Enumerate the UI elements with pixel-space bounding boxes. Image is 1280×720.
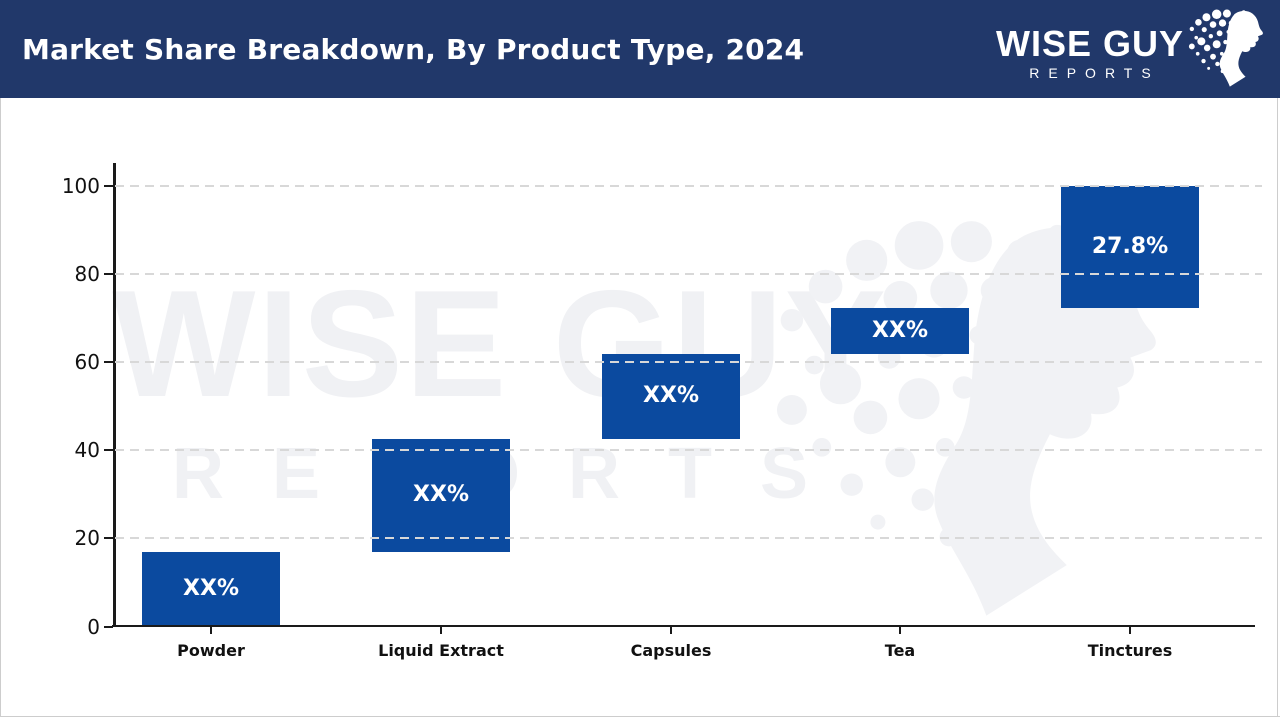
- logo-text: WISE GUY REPORTS: [995, 23, 1184, 81]
- x-axis-label: Powder: [177, 641, 245, 660]
- bar-value-label: XX%: [872, 318, 928, 344]
- y-axis-spine: [113, 163, 116, 627]
- y-gridline: [115, 185, 1262, 187]
- wise-guy-reports-logo: WISE GUY REPORTS: [996, 7, 1270, 91]
- y-tick-mark: [104, 273, 113, 276]
- x-tick-mark: [670, 627, 672, 634]
- bar-value-label: 27.8%: [1091, 234, 1169, 260]
- y-tick-mark: [104, 625, 113, 628]
- canvas-border-left: [0, 98, 1, 716]
- y-gridline: [115, 361, 1262, 364]
- bar-value-label: XX%: [183, 576, 239, 602]
- y-tick-label: 40: [74, 438, 100, 463]
- bar-value-label: XX%: [413, 482, 469, 508]
- y-tick-mark: [104, 185, 113, 187]
- y-tick-mark: [104, 537, 113, 540]
- waterfall-bar: [602, 353, 740, 439]
- y-tick-label: 0: [87, 614, 100, 639]
- y-gridline: [115, 449, 1262, 452]
- bar-value-label: XX%: [643, 383, 699, 409]
- logo-wordmark: WISE GUY: [995, 23, 1184, 64]
- x-tick-mark: [440, 627, 442, 634]
- y-tick-label: 20: [74, 526, 100, 551]
- header-bar: Market Share Breakdown, By Product Type,…: [0, 0, 1280, 98]
- y-tick-label: 60: [74, 350, 100, 375]
- x-axis-label: Capsules: [630, 641, 712, 660]
- y-tick-label: 100: [61, 174, 100, 198]
- y-tick-mark: [104, 361, 113, 364]
- logo-subtext: REPORTS: [1029, 65, 1160, 81]
- x-axis-spine: [112, 624, 1255, 627]
- x-tick-mark: [899, 627, 901, 634]
- chart-title: Market Share Breakdown, By Product Type,…: [22, 32, 805, 66]
- wise-guy-face-icon: [1188, 9, 1263, 87]
- waterfall-bar: [372, 438, 510, 552]
- y-tick-mark: [104, 449, 113, 452]
- x-tick-mark: [1129, 627, 1131, 634]
- canvas-border-bottom: [0, 716, 1280, 717]
- canvas-border-right: [1277, 98, 1278, 716]
- x-axis-label: Liquid Extract: [378, 641, 504, 660]
- waterfall-bar: [142, 551, 280, 627]
- x-tick-mark: [210, 627, 212, 634]
- y-tick-label: 80: [74, 262, 100, 287]
- x-axis-label: Tinctures: [1087, 641, 1173, 660]
- x-axis-label: Tea: [884, 641, 916, 660]
- y-gridline: [115, 273, 1262, 276]
- y-gridline: [115, 537, 1262, 540]
